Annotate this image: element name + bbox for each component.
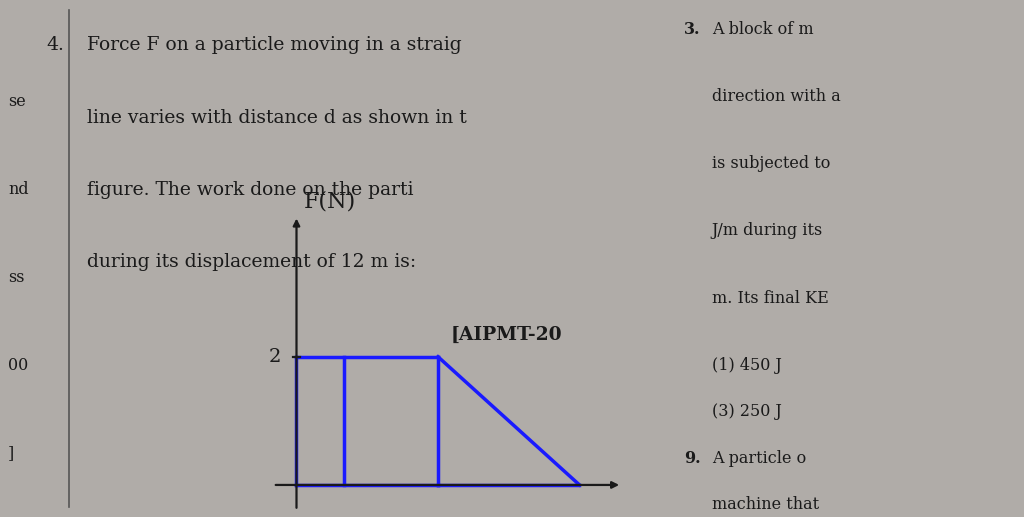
Text: ss: ss bbox=[8, 269, 25, 286]
Text: J/m during its: J/m during its bbox=[712, 222, 823, 239]
Text: direction with a: direction with a bbox=[712, 88, 841, 105]
Text: se: se bbox=[8, 93, 26, 110]
Text: 4.: 4. bbox=[46, 36, 63, 54]
Text: 9.: 9. bbox=[684, 450, 700, 467]
Text: Force F on a particle moving in a straig: Force F on a particle moving in a straig bbox=[87, 36, 462, 54]
Text: (1) 450 J: (1) 450 J bbox=[712, 357, 781, 374]
Text: F(N): F(N) bbox=[303, 190, 355, 212]
Text: figure. The work done on the parti: figure. The work done on the parti bbox=[87, 181, 414, 199]
Text: is subjected to: is subjected to bbox=[712, 155, 830, 172]
Text: line varies with distance d as shown in t: line varies with distance d as shown in … bbox=[87, 109, 467, 127]
Text: 00: 00 bbox=[8, 357, 29, 374]
Text: 2: 2 bbox=[269, 348, 282, 366]
Text: nd: nd bbox=[8, 181, 29, 198]
Text: 3.: 3. bbox=[684, 21, 700, 38]
Text: A block of m: A block of m bbox=[712, 21, 813, 38]
Text: during its displacement of 12 m is:: during its displacement of 12 m is: bbox=[87, 253, 416, 271]
Text: machine that: machine that bbox=[712, 496, 819, 513]
Text: m. Its final KE: m. Its final KE bbox=[712, 290, 828, 307]
Text: A particle o: A particle o bbox=[712, 450, 806, 467]
Text: (3) 250 J: (3) 250 J bbox=[712, 403, 781, 420]
Text: [AIPMT-20: [AIPMT-20 bbox=[451, 326, 562, 344]
Text: ]: ] bbox=[8, 445, 14, 462]
